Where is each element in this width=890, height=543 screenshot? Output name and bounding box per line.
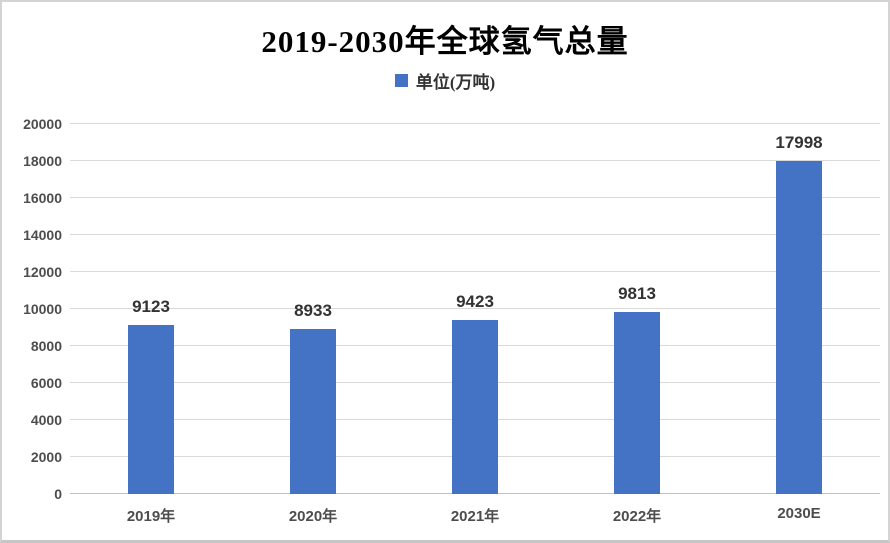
bar-2020年 — [290, 329, 336, 494]
gridline — [70, 160, 880, 161]
bar-value-label: 9423 — [456, 292, 494, 311]
y-tick-label: 0 — [54, 486, 62, 502]
bar-2019年 — [128, 325, 174, 494]
bar-value-label: 8933 — [294, 301, 332, 320]
y-tick-label: 10000 — [23, 301, 62, 317]
gridline — [70, 308, 880, 309]
y-tick-label: 2000 — [30, 449, 62, 465]
gridline — [70, 234, 880, 235]
y-tick-label: 18000 — [23, 153, 62, 169]
bar-2022年 — [614, 312, 660, 494]
legend-swatch-icon — [394, 74, 408, 87]
bar-2030E — [776, 161, 822, 494]
y-tick-label: 20000 — [23, 116, 62, 132]
y-tick-label: 12000 — [23, 264, 62, 280]
chart-title: 2019-2030年全球氢气总量 — [261, 24, 629, 59]
y-tick-label: 6000 — [30, 375, 62, 391]
y-tick-label: 16000 — [23, 190, 62, 206]
legend: 单位(万吨) — [2, 68, 888, 93]
gridline — [70, 123, 880, 124]
plot-area: 0 2000 4000 6000 8000 10000 12000 14000 16000 180… — [23, 117, 880, 525]
bar-value-label: 9123 — [132, 297, 170, 316]
x-tick-label: 2022年 — [612, 508, 662, 525]
bar-2021年 — [452, 320, 498, 494]
x-tick-label: 2019年 — [126, 508, 176, 525]
x-tick-label: 2030E — [777, 505, 821, 522]
y-tick-label: 4000 — [30, 412, 62, 428]
x-tick-label: 2021年 — [450, 508, 500, 525]
gridline — [70, 197, 880, 198]
bar-value-label: 17998 — [775, 133, 823, 152]
bar-value-label: 9813 — [618, 284, 656, 303]
legend-label: 单位(万吨) — [415, 73, 496, 92]
gridline — [70, 271, 880, 272]
y-tick-label: 14000 — [23, 227, 62, 243]
y-tick-label: 8000 — [30, 338, 62, 354]
x-tick-label: 2020年 — [288, 508, 338, 525]
